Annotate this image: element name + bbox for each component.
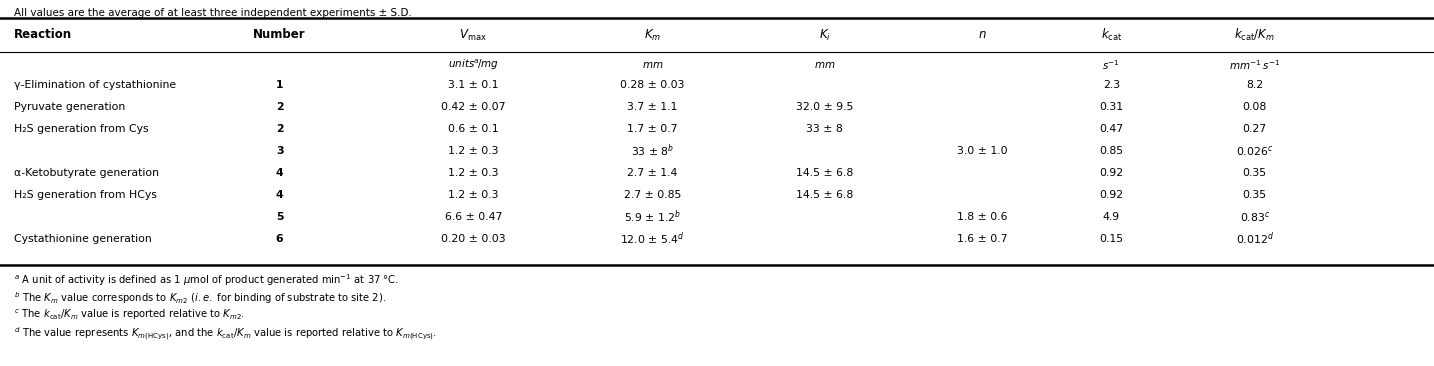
Text: 5.9 ± 1.2$^{b}$: 5.9 ± 1.2$^{b}$ xyxy=(624,209,681,225)
Text: 0.31: 0.31 xyxy=(1100,102,1123,112)
Text: γ-Elimination of cystathionine: γ-Elimination of cystathionine xyxy=(14,80,176,90)
Text: $\mathit{mm^{-1}\,s^{-1}}$: $\mathit{mm^{-1}\,s^{-1}}$ xyxy=(1229,58,1281,72)
Text: 1.2 ± 0.3: 1.2 ± 0.3 xyxy=(447,168,499,178)
Text: Cystathionine generation: Cystathionine generation xyxy=(14,234,152,244)
Text: 0.20 ± 0.03: 0.20 ± 0.03 xyxy=(440,234,506,244)
Text: 12.0 ± 5.4$^{d}$: 12.0 ± 5.4$^{d}$ xyxy=(621,231,684,247)
Text: 2: 2 xyxy=(275,102,284,112)
Text: 2.7 ± 0.85: 2.7 ± 0.85 xyxy=(624,190,681,200)
Text: 6.6 ± 0.47: 6.6 ± 0.47 xyxy=(445,212,502,222)
Text: 0.83$^{c}$: 0.83$^{c}$ xyxy=(1239,210,1271,224)
Text: Reaction: Reaction xyxy=(14,29,73,41)
Text: 2.7 ± 1.4: 2.7 ± 1.4 xyxy=(627,168,678,178)
Text: Number: Number xyxy=(254,29,305,41)
Text: 8.2: 8.2 xyxy=(1246,80,1263,90)
Text: 1.8 ± 0.6: 1.8 ± 0.6 xyxy=(956,212,1008,222)
Text: 5: 5 xyxy=(275,212,284,222)
Text: $^b$ The $K_m$ value corresponds to $K_{m2}$ ($\mathit{i.e.}$ for binding of sub: $^b$ The $K_m$ value corresponds to $K_{… xyxy=(14,290,387,306)
Text: 3.0 ± 1.0: 3.0 ± 1.0 xyxy=(956,146,1008,156)
Text: 6: 6 xyxy=(275,234,284,244)
Text: 3: 3 xyxy=(275,146,284,156)
Text: 4.9: 4.9 xyxy=(1103,212,1120,222)
Text: $n$: $n$ xyxy=(978,29,987,41)
Text: 2.3: 2.3 xyxy=(1103,80,1120,90)
Text: 0.15: 0.15 xyxy=(1100,234,1123,244)
Text: H₂S generation from HCys: H₂S generation from HCys xyxy=(14,190,158,200)
Text: 3.1 ± 0.1: 3.1 ± 0.1 xyxy=(447,80,499,90)
Text: 14.5 ± 6.8: 14.5 ± 6.8 xyxy=(796,190,853,200)
Text: $^a$ A unit of activity is defined as 1 $\mu$mol of product generated min$^{-1}$: $^a$ A unit of activity is defined as 1 … xyxy=(14,272,399,288)
Text: $\mathit{mm}$: $\mathit{mm}$ xyxy=(815,60,835,70)
Text: 0.08: 0.08 xyxy=(1243,102,1266,112)
Text: 33 ± 8: 33 ± 8 xyxy=(806,124,843,134)
Text: 0.92: 0.92 xyxy=(1100,190,1123,200)
Text: $^c$ The $k_{\mathrm{cat}}/K_m$ value is reported relative to $K_{m2}$.: $^c$ The $k_{\mathrm{cat}}/K_m$ value is… xyxy=(14,308,245,322)
Text: 1.6 ± 0.7: 1.6 ± 0.7 xyxy=(956,234,1008,244)
Text: H₂S generation from Cys: H₂S generation from Cys xyxy=(14,124,149,134)
Text: 3.7 ± 1.1: 3.7 ± 1.1 xyxy=(627,102,678,112)
Text: 0.92: 0.92 xyxy=(1100,168,1123,178)
Text: 33 ± 8$^{b}$: 33 ± 8$^{b}$ xyxy=(631,143,674,159)
Text: 1.2 ± 0.3: 1.2 ± 0.3 xyxy=(447,146,499,156)
Text: 0.27: 0.27 xyxy=(1243,124,1266,134)
Text: 4: 4 xyxy=(275,168,284,178)
Text: 1: 1 xyxy=(275,80,284,90)
Text: 0.28 ± 0.03: 0.28 ± 0.03 xyxy=(621,80,684,90)
Text: 1.2 ± 0.3: 1.2 ± 0.3 xyxy=(447,190,499,200)
Text: 1.7 ± 0.7: 1.7 ± 0.7 xyxy=(627,124,678,134)
Text: 0.012$^{d}$: 0.012$^{d}$ xyxy=(1236,231,1273,247)
Text: 14.5 ± 6.8: 14.5 ± 6.8 xyxy=(796,168,853,178)
Text: 0.6 ± 0.1: 0.6 ± 0.1 xyxy=(447,124,499,134)
Text: 0.026$^{c}$: 0.026$^{c}$ xyxy=(1236,144,1273,158)
Text: $^d$ The value represents $K_{m(\mathrm{HCys})}$, and the $k_{\mathrm{cat}}/K_m$: $^d$ The value represents $K_{m(\mathrm{… xyxy=(14,326,437,343)
Text: $k_{\mathrm{cat}}$: $k_{\mathrm{cat}}$ xyxy=(1101,27,1121,43)
Text: $K_m$: $K_m$ xyxy=(644,27,661,42)
Text: 4: 4 xyxy=(275,190,284,200)
Text: 0.85: 0.85 xyxy=(1100,146,1123,156)
Text: All values are the average of at least three independent experiments ± S.D.: All values are the average of at least t… xyxy=(14,8,412,18)
Text: $K_i$: $K_i$ xyxy=(819,27,830,42)
Text: 0.35: 0.35 xyxy=(1243,168,1266,178)
Text: α-Ketobutyrate generation: α-Ketobutyrate generation xyxy=(14,168,159,178)
Text: $\mathit{mm}$: $\mathit{mm}$ xyxy=(642,60,663,70)
Text: $V_{\mathrm{max}}$: $V_{\mathrm{max}}$ xyxy=(459,27,488,42)
Text: 0.35: 0.35 xyxy=(1243,190,1266,200)
Text: $\mathit{units^a\!/mg}$: $\mathit{units^a\!/mg}$ xyxy=(447,58,499,72)
Text: 0.47: 0.47 xyxy=(1100,124,1123,134)
Text: 32.0 ± 9.5: 32.0 ± 9.5 xyxy=(796,102,853,112)
Text: $\mathit{s^{-1}}$: $\mathit{s^{-1}}$ xyxy=(1103,58,1120,72)
Text: Pyruvate generation: Pyruvate generation xyxy=(14,102,126,112)
Text: 0.42 ± 0.07: 0.42 ± 0.07 xyxy=(442,102,505,112)
Text: $k_{\mathrm{cat}}/K_m$: $k_{\mathrm{cat}}/K_m$ xyxy=(1235,27,1275,43)
Text: 2: 2 xyxy=(275,124,284,134)
